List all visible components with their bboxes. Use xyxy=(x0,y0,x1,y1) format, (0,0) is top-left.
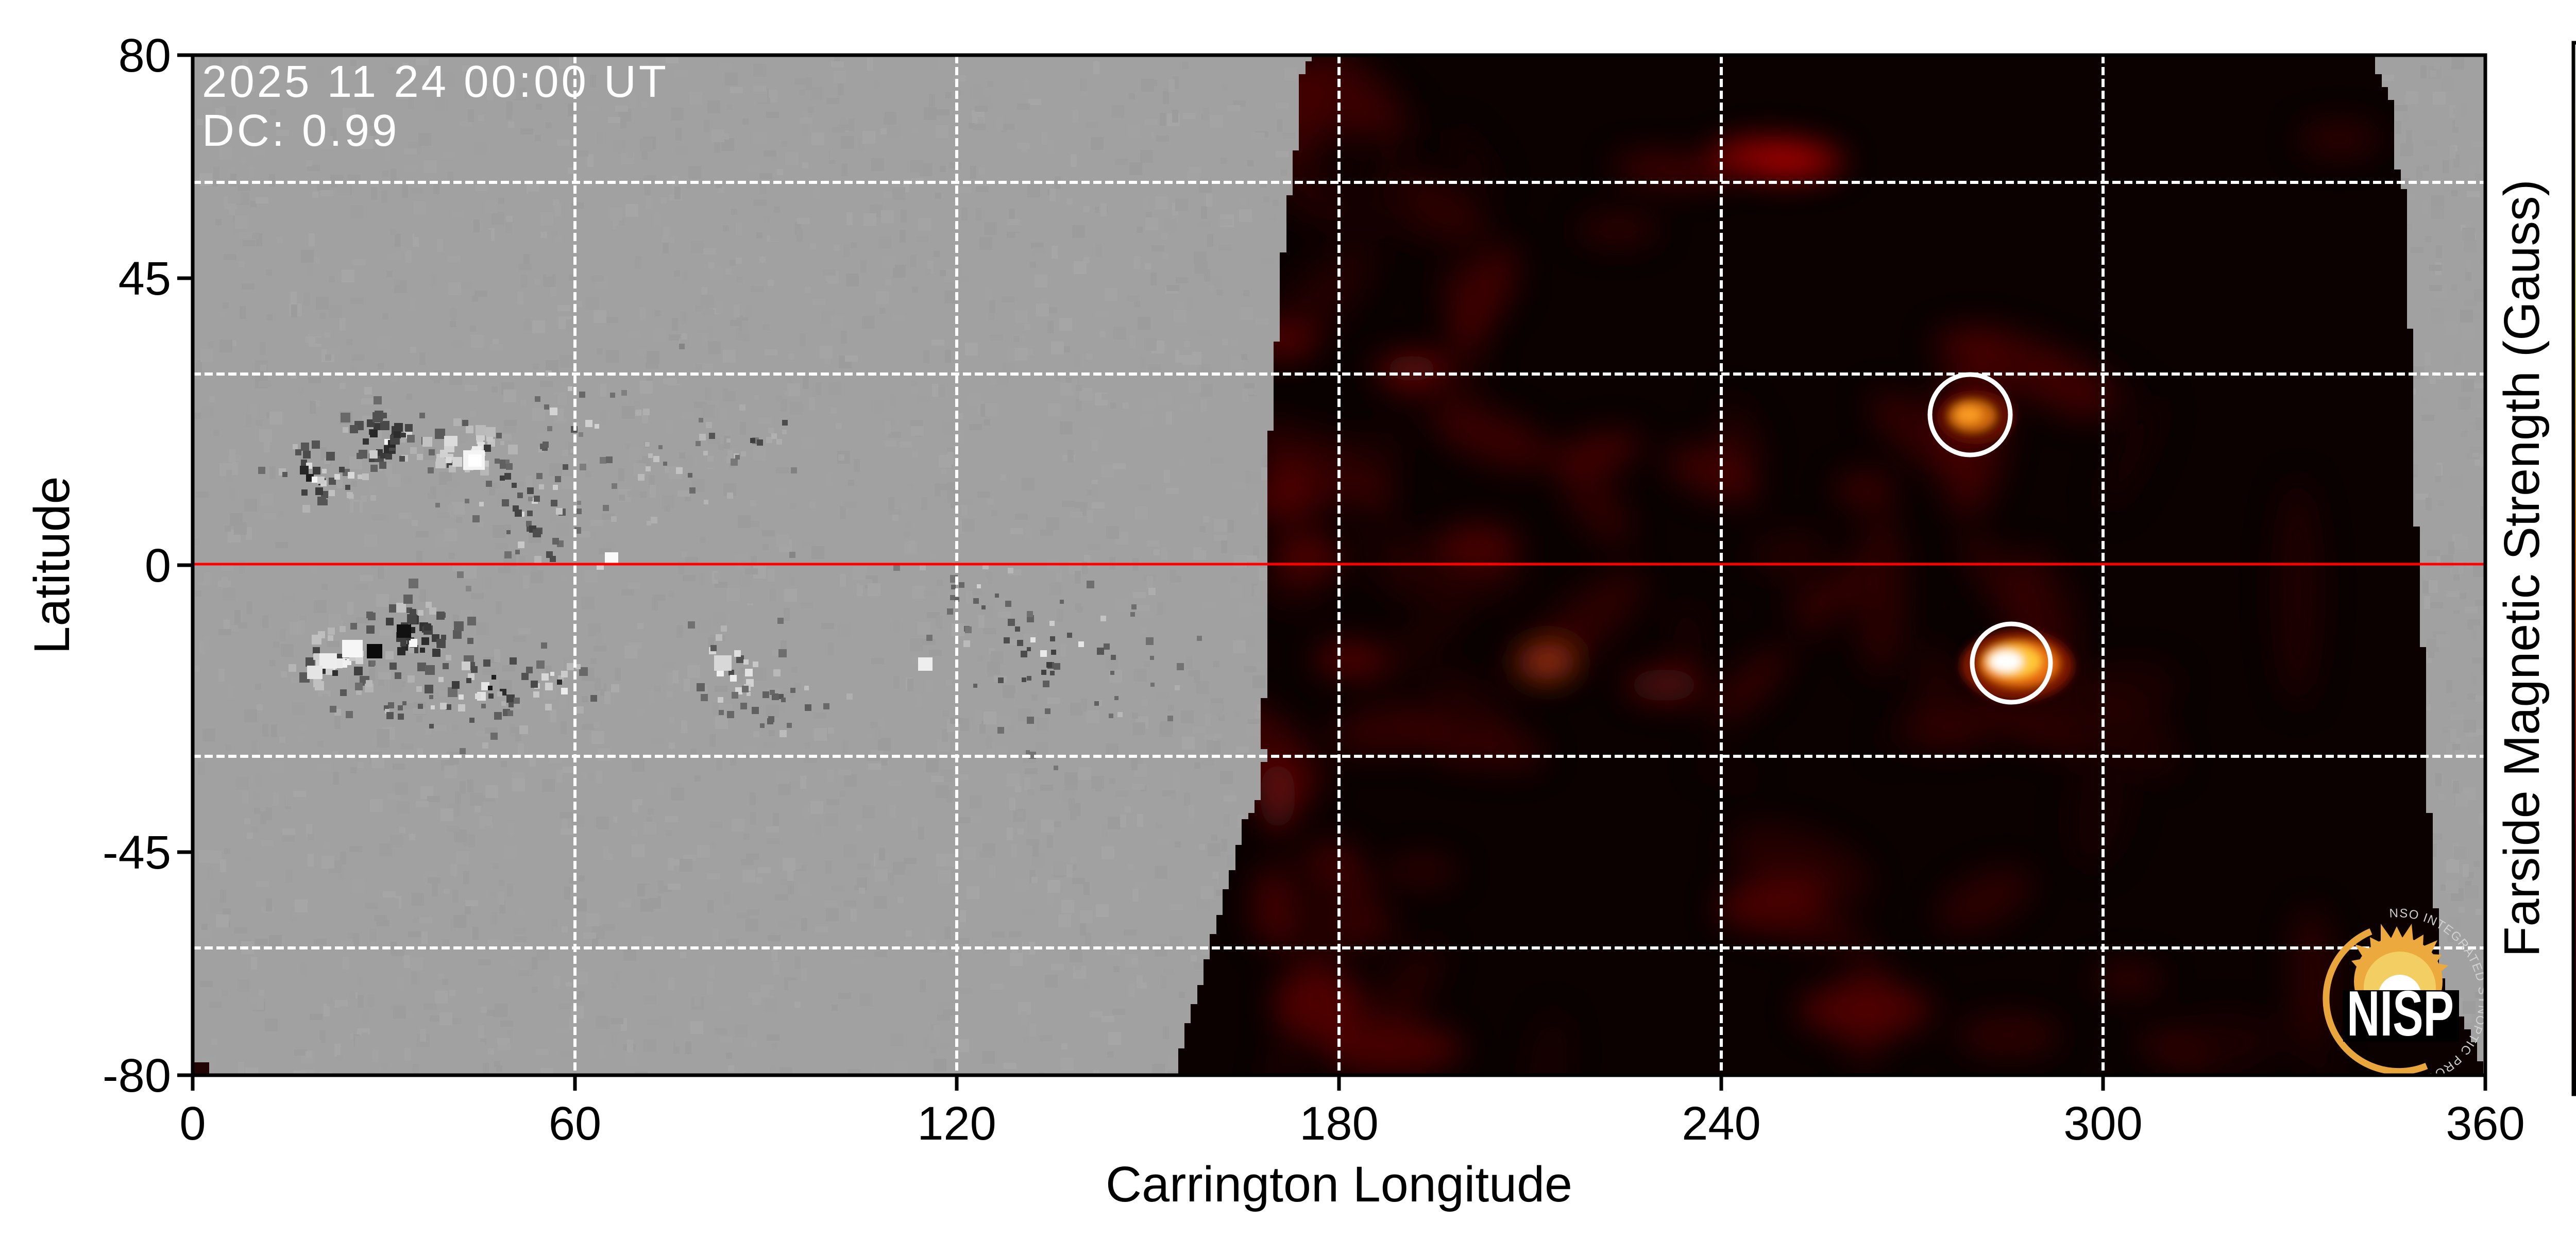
svg-text:2025 11 24 00:00 UT: 2025 11 24 00:00 UT xyxy=(202,57,669,107)
svg-text:NISP: NISP xyxy=(2347,978,2454,1049)
svg-text:300: 300 xyxy=(2063,1097,2143,1150)
svg-text:Latitude: Latitude xyxy=(24,476,80,654)
svg-text:-45: -45 xyxy=(103,826,171,879)
svg-text:360: 360 xyxy=(2446,1097,2525,1150)
svg-text:Farside Magnetic Strength (Gau: Farside Magnetic Strength (Gauss) xyxy=(2494,179,2550,957)
svg-text:80: 80 xyxy=(118,29,171,82)
svg-text:45: 45 xyxy=(118,252,171,305)
svg-text:0: 0 xyxy=(145,539,171,592)
svg-text:60: 60 xyxy=(549,1097,601,1150)
svg-text:180: 180 xyxy=(1299,1097,1379,1150)
svg-text:0: 0 xyxy=(179,1097,206,1150)
svg-text:240: 240 xyxy=(1682,1097,1761,1150)
svg-text:DC: 0.99: DC: 0.99 xyxy=(202,106,399,156)
svg-text:120: 120 xyxy=(917,1097,996,1150)
svg-text:Carrington Longitude: Carrington Longitude xyxy=(1106,1156,1572,1212)
svg-text:-80: -80 xyxy=(103,1049,171,1102)
